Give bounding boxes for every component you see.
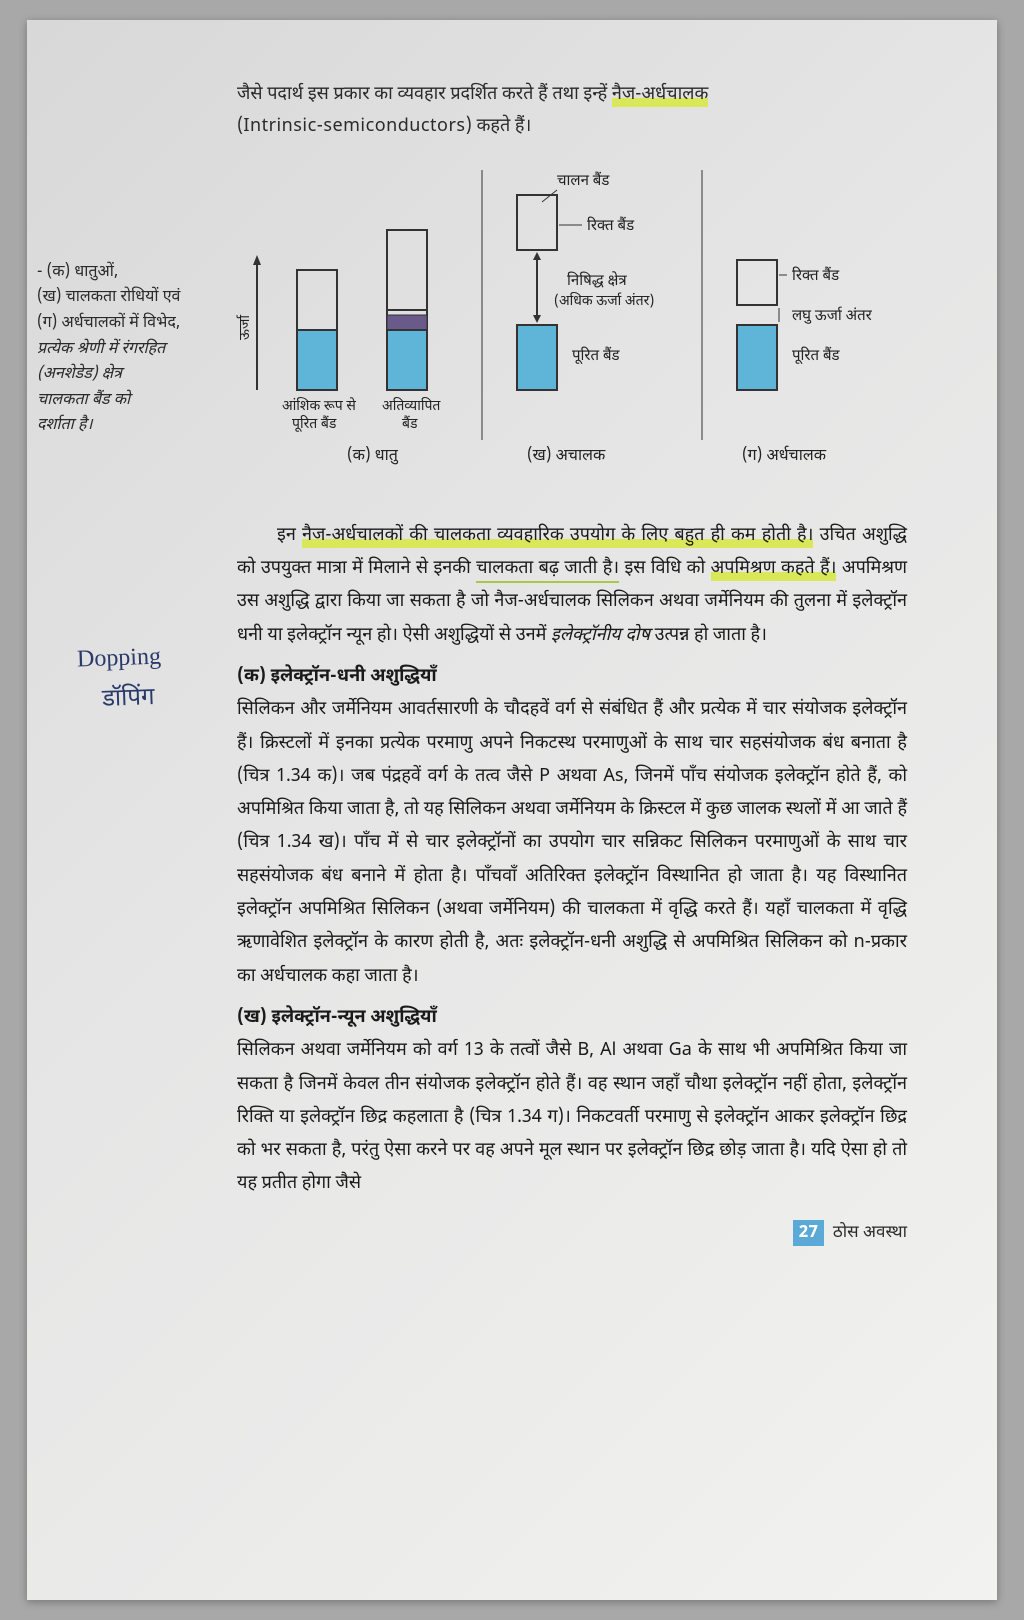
chapter-name: ठोस अवस्था [833, 1222, 907, 1244]
intro-text-1: जैसे पदार्थ इस प्रकार का व्यवहार प्रदर्श… [237, 84, 612, 107]
margin-note-hindi: डॉपिंग [101, 679, 155, 714]
textbook-page: जैसे पदार्थ इस प्रकार का व्यवहार प्रदर्श… [27, 20, 997, 1600]
p1-c: इस विधि को [619, 558, 710, 581]
svg-text:रिक्त बैंड: रिक्त बैंड [587, 216, 635, 237]
side-f: चालकता बैंड को [37, 388, 217, 414]
band-diagram-svg: ऊर्जा आंशिक रूप से पूरित बैंड अतिव्यापित… [227, 160, 907, 500]
figure-side-caption: - (क) धातुओं, (ख) चालकता रोधियों एवं (ग)… [37, 260, 217, 439]
svg-text:चालन बैंड: चालन बैंड [557, 171, 610, 192]
page-footer: 27 ठोस अवस्था [27, 1222, 907, 1244]
svg-text:निषिद्ध क्षेत्र: निषिद्ध क्षेत्र [567, 271, 627, 292]
paragraph-1: इन नैज-अर्धचालकों की चालकता व्यवहारिक उप… [237, 520, 907, 653]
side-b: (ख) चालकता रोधियों एवं [37, 285, 217, 311]
svg-text:(क) धातु: (क) धातु [347, 446, 399, 467]
svg-text:रिक्त बैंड: रिक्त बैंड [792, 266, 840, 287]
paragraph-k: सिलिकन और जर्मेनियम आवर्तसारणी के चौदहवे… [237, 694, 907, 994]
svg-text:(ग) अर्धचालक: (ग) अर्धचालक [742, 445, 827, 467]
svg-text:पूरित बैंड: पूरित बैंड [792, 346, 841, 367]
svg-text:ऊर्जा: ऊर्जा [236, 314, 255, 340]
intro-highlight: नैज-अर्धचालक [612, 84, 708, 107]
svg-text:(अधिक ऊर्जा अंतर): (अधिक ऊर्जा अंतर) [554, 292, 654, 311]
band-diagram-area: - (क) धातुओं, (ख) चालकता रोधियों एवं (ग)… [27, 160, 947, 500]
svg-text:(ख) अचालक: (ख) अचालक [527, 446, 606, 467]
heading-kh: (ख) इलेक्ट्रॉन-न्यून अशुद्धियाँ [237, 1002, 907, 1035]
page-number: 27 [793, 1220, 824, 1246]
svg-text:पूरित बैंड: पूरित बैंड [572, 346, 621, 367]
p1-hl3: अपमिश्रण कहते हैं। [711, 558, 837, 581]
side-d: प्रत्येक श्रेणी में रंगरहित [37, 337, 217, 363]
svg-text:लघु ऊर्जा अंतर: लघु ऊर्जा अंतर [792, 306, 873, 327]
svg-text:बैंड: बैंड [402, 415, 418, 434]
side-e: (अनशेडेड) क्षेत्र [37, 362, 217, 388]
heading-k: (क) इलेक्ट्रॉन-धनी अशुद्धियाँ [237, 661, 907, 694]
side-g: दर्शाता है। [37, 413, 217, 439]
p1-f: उत्पन्न हो जाता है। [650, 625, 767, 648]
p1-hl2: चालकता बढ़ जाती है। [476, 558, 619, 583]
side-a: - (क) धातुओं, [37, 260, 217, 286]
svg-text:अतिव्यापित: अतिव्यापित [382, 397, 441, 416]
paragraph-kh: सिलिकन अथवा जर्मेनियम को वर्ग 13 के तत्व… [237, 1035, 907, 1201]
intro-paragraph: जैसे पदार्थ इस प्रकार का व्यवहार प्रदर्श… [237, 80, 907, 145]
svg-text:आंशिक रूप से: आंशिक रूप से [282, 396, 356, 416]
svg-text:पूरित बैंड: पूरित बैंड [292, 415, 337, 434]
p1-a: इन [277, 525, 302, 548]
p1-e: इलेक्ट्रॉनीय दोष [551, 625, 650, 648]
intro-english-term: Intrinsic-semiconductors [243, 116, 465, 139]
side-c: (ग) अर्धचालकों में विभेद, [37, 311, 217, 337]
margin-note-dopping: Dopping [77, 644, 162, 674]
p1-hl1: नैज-अर्धचालकों की चालकता व्यवहारिक उपयोग… [302, 525, 813, 548]
intro-paren-close: ) कहते हैं। [466, 116, 532, 139]
